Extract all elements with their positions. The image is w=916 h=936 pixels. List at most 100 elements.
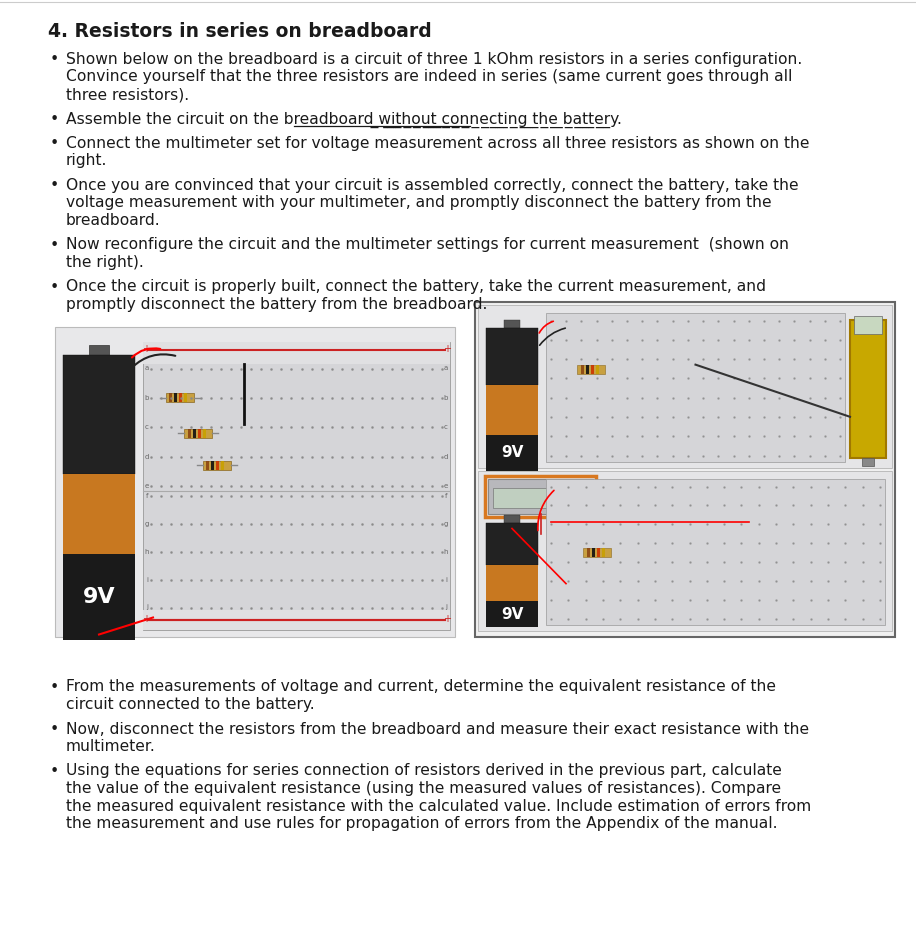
Text: Now, disconnect the resistors from the breadboard and measure their exact resist: Now, disconnect the resistors from the b… — [66, 722, 809, 737]
Text: •: • — [50, 52, 60, 67]
Text: •: • — [50, 764, 60, 779]
Bar — [486, 601, 538, 627]
Text: +: + — [443, 344, 451, 355]
Text: right.: right. — [66, 154, 107, 168]
Text: 9V: 9V — [501, 607, 523, 622]
Text: 9V: 9V — [501, 446, 523, 461]
Bar — [174, 393, 178, 402]
Text: the measured equivalent resistance with the calculated value. Include estimation: the measured equivalent resistance with … — [66, 798, 812, 813]
Text: +: + — [443, 615, 451, 624]
Bar — [166, 393, 194, 402]
Text: c: c — [145, 424, 149, 431]
Bar — [592, 365, 594, 374]
Bar — [546, 313, 845, 461]
Text: 9V: 9V — [82, 587, 115, 607]
Bar — [603, 548, 605, 557]
Bar — [478, 471, 892, 631]
Bar — [504, 319, 520, 328]
Text: the right).: the right). — [66, 255, 144, 270]
Text: 4. Resistors in series on breadboard: 4. Resistors in series on breadboard — [48, 22, 431, 41]
Bar — [180, 393, 182, 402]
Bar — [63, 355, 135, 475]
Text: +: + — [142, 615, 150, 624]
Bar — [184, 429, 213, 438]
Text: voltage measurement with your multimeter, and promptly disconnect the battery fr: voltage measurement with your multimeter… — [66, 196, 771, 211]
Text: Once the circuit is properly built, connect the battery, take the current measur: Once the circuit is properly built, conn… — [66, 280, 766, 295]
Text: From the measurements of voltage and current, determine the equivalent resistanc: From the measurements of voltage and cur… — [66, 680, 776, 695]
Bar — [583, 548, 611, 557]
Text: circuit connected to the battery.: circuit connected to the battery. — [66, 697, 314, 712]
Text: i: i — [146, 577, 148, 583]
Bar — [63, 475, 135, 554]
Bar — [546, 478, 885, 624]
Bar — [89, 344, 109, 355]
Bar — [216, 461, 219, 470]
Text: j: j — [146, 605, 148, 610]
Bar — [586, 365, 589, 374]
Text: a: a — [145, 365, 149, 372]
Bar — [63, 554, 135, 639]
Bar — [184, 393, 188, 402]
Text: Now reconfigure the circuit and the multimeter settings for current measurement : Now reconfigure the circuit and the mult… — [66, 238, 789, 253]
Text: g: g — [145, 521, 149, 527]
Bar — [202, 461, 231, 470]
Text: Shown below on the breadboard is a circuit of three 1 kOhm resistors in a series: Shown below on the breadboard is a circu… — [66, 52, 802, 67]
Text: g: g — [444, 521, 448, 527]
Bar — [169, 393, 172, 402]
Text: Using the equations for series connection of resistors derived in the previous p: Using the equations for series connectio… — [66, 764, 782, 779]
Bar — [504, 516, 520, 523]
Bar — [850, 319, 886, 458]
Bar — [198, 429, 201, 438]
Bar — [486, 328, 538, 385]
Bar — [486, 523, 538, 565]
Bar — [143, 609, 450, 630]
Text: a: a — [444, 365, 448, 372]
Bar — [493, 488, 588, 507]
Text: •: • — [50, 280, 60, 295]
Text: •: • — [50, 111, 60, 126]
Text: multimeter.: multimeter. — [66, 739, 156, 754]
Bar — [582, 365, 584, 374]
Bar — [486, 565, 538, 601]
Text: Assemble the circuit on the breadboard ̲w̲i̲t̲h̲o̲u̲t̲ ̲c̲o̲n̲n̲e̲c̲t̲i̲n̲g̲ ̲t̲: Assemble the circuit on the breadboard ̲… — [66, 111, 622, 127]
Bar — [143, 342, 450, 630]
Text: Connect the multimeter set for voltage measurement across all three resistors as: Connect the multimeter set for voltage m… — [66, 136, 810, 151]
Text: •: • — [50, 722, 60, 737]
Text: three resistors).: three resistors). — [66, 87, 189, 102]
Bar — [188, 429, 191, 438]
Bar — [202, 429, 206, 438]
Text: d: d — [444, 454, 448, 460]
Text: e: e — [444, 483, 448, 490]
Bar — [192, 429, 196, 438]
Bar — [596, 365, 599, 374]
Bar — [478, 304, 892, 467]
Text: Convince yourself that the three resistors are indeed in series (same current go: Convince yourself that the three resisto… — [66, 69, 792, 84]
Bar — [488, 478, 593, 514]
Bar — [221, 461, 224, 470]
Bar — [485, 475, 596, 517]
Text: b: b — [145, 395, 149, 401]
Text: f: f — [146, 493, 148, 499]
Text: Once you are convinced that your circuit is assembled correctly, connect the bat: Once you are convinced that your circuit… — [66, 178, 799, 193]
Bar — [854, 315, 882, 333]
Bar — [597, 548, 600, 557]
Text: f: f — [445, 493, 447, 499]
Text: b: b — [444, 395, 448, 401]
Text: •: • — [50, 178, 60, 193]
Text: c: c — [444, 424, 448, 431]
Text: promptly disconnect the battery from the breadboard.: promptly disconnect the battery from the… — [66, 297, 487, 312]
Bar — [206, 461, 209, 470]
Text: d: d — [145, 454, 149, 460]
Text: the measurement and use rules for propagation of errors from the Appendix of the: the measurement and use rules for propag… — [66, 816, 778, 831]
Text: the value of the equivalent resistance (using the measured values of resistances: the value of the equivalent resistance (… — [66, 781, 781, 796]
Text: •: • — [50, 238, 60, 253]
Text: h: h — [145, 548, 149, 555]
Text: h: h — [443, 548, 448, 555]
Bar — [862, 458, 874, 465]
Bar — [577, 365, 605, 374]
Text: •: • — [50, 680, 60, 695]
Bar — [212, 461, 214, 470]
Text: +: + — [142, 344, 150, 355]
Text: e: e — [145, 483, 149, 490]
Bar — [486, 434, 538, 471]
